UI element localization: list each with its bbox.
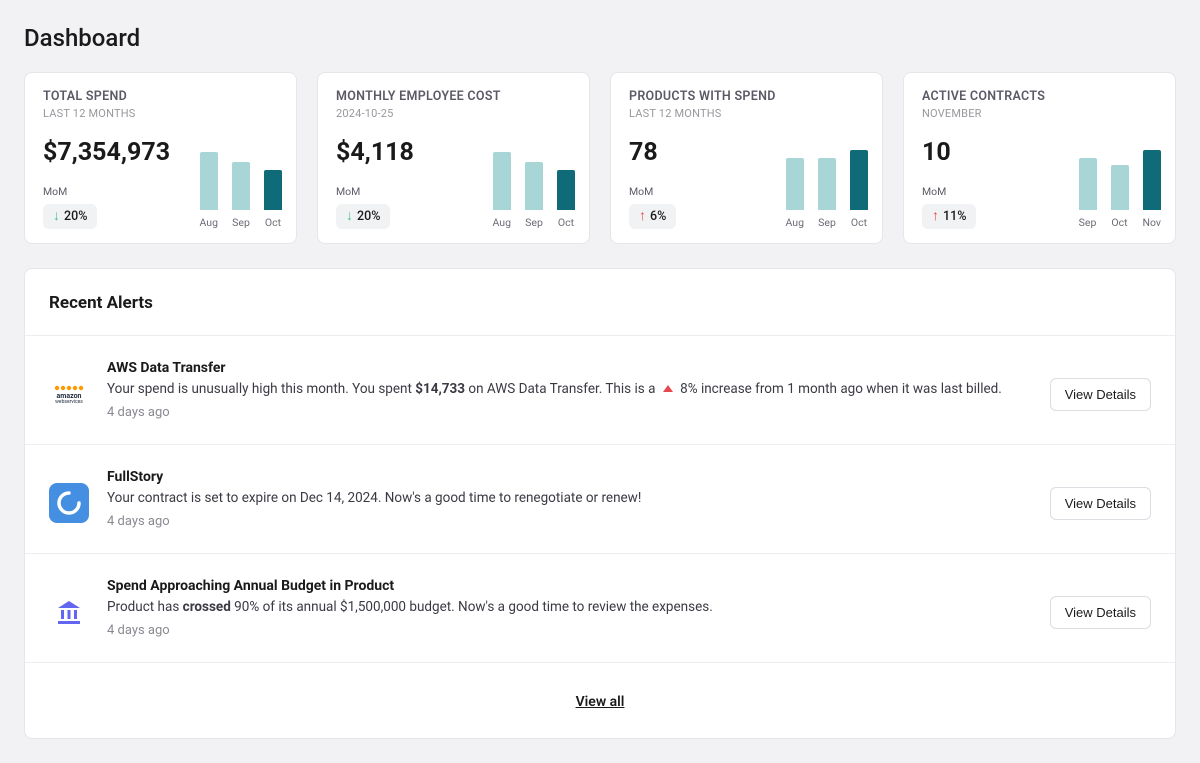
arrow-up-icon: ↑ xyxy=(932,209,939,223)
mini-bar xyxy=(1079,158,1097,210)
mom-chip: ↑ 6% xyxy=(629,204,676,229)
mini-bar-wrap: Oct xyxy=(1111,165,1129,229)
fullstory-icon xyxy=(49,483,89,523)
mini-bar-label: Oct xyxy=(265,216,281,229)
alert-title: FullStory xyxy=(107,469,1032,485)
alert-title: Spend Approaching Annual Budget in Produ… xyxy=(107,578,1032,594)
mini-bar-label: Sep xyxy=(232,216,250,229)
mini-chart: Sep Oct Nov xyxy=(1079,150,1162,229)
mini-bar-label: Sep xyxy=(818,216,836,229)
mini-bar-wrap: Sep xyxy=(818,158,836,229)
stat-subtitle: 2024-10-25 xyxy=(336,107,571,120)
alert-title: AWS Data Transfer xyxy=(107,360,1032,376)
mini-bar xyxy=(264,170,282,210)
mini-bar-wrap: Nov xyxy=(1143,150,1162,229)
view-details-button[interactable]: View Details xyxy=(1050,487,1151,520)
mini-bar xyxy=(493,152,511,210)
alert-row: amazon webservices AWS Data Transfer You… xyxy=(25,336,1175,445)
mini-bar-wrap: Oct xyxy=(557,170,575,229)
mini-chart: Aug Sep Oct xyxy=(493,152,575,229)
mom-chip: ↑ 11% xyxy=(922,204,976,229)
alert-desc: Product has crossed 90% of its annual $1… xyxy=(107,598,1032,617)
mini-bar-wrap: Oct xyxy=(264,170,282,229)
stat-card[interactable]: PRODUCTS WITH SPEND LAST 12 MONTHS 78 Mo… xyxy=(610,72,883,244)
page-title: Dashboard xyxy=(24,24,1176,52)
stat-card[interactable]: TOTAL SPEND LAST 12 MONTHS $7,354,973 Mo… xyxy=(24,72,297,244)
mini-bar-wrap: Aug xyxy=(493,152,511,229)
mini-bar xyxy=(232,162,250,210)
alert-body: Spend Approaching Annual Budget in Produ… xyxy=(107,578,1032,638)
mini-bar-wrap: Oct xyxy=(850,150,868,229)
mini-bar xyxy=(850,150,868,210)
stat-card[interactable]: ACTIVE CONTRACTS NOVEMBER 10 MoM ↑ 11% S… xyxy=(903,72,1176,244)
mini-bar xyxy=(818,158,836,210)
alerts-list: amazon webservices AWS Data Transfer You… xyxy=(25,336,1175,663)
mini-bar-wrap: Sep xyxy=(232,162,250,229)
alert-time: 4 days ago xyxy=(107,514,1032,529)
stat-subtitle: LAST 12 MONTHS xyxy=(43,107,278,120)
arrow-down-icon: ↓ xyxy=(53,209,60,223)
stat-title: MONTHLY EMPLOYEE COST xyxy=(336,89,571,104)
triangle-up-icon xyxy=(663,385,673,392)
alert-row: FullStory Your contract is set to expire… xyxy=(25,445,1175,554)
mini-chart: Aug Sep Oct xyxy=(200,152,282,229)
mini-bar-label: Aug xyxy=(200,216,218,229)
stat-card[interactable]: MONTHLY EMPLOYEE COST 2024-10-25 $4,118 … xyxy=(317,72,590,244)
alerts-title: Recent Alerts xyxy=(25,293,1175,336)
mini-bar xyxy=(1111,165,1129,210)
stat-subtitle: NOVEMBER xyxy=(922,107,1157,120)
mini-bar xyxy=(786,158,804,210)
view-details-button[interactable]: View Details xyxy=(1050,378,1151,411)
alert-time: 4 days ago xyxy=(107,405,1032,420)
alert-desc: Your contract is set to expire on Dec 14… xyxy=(107,489,1032,508)
mini-bar-label: Oct xyxy=(1111,216,1127,229)
mini-bar-label: Oct xyxy=(851,216,867,229)
mini-bar-label: Aug xyxy=(493,216,511,229)
alert-bold: crossed xyxy=(183,599,231,615)
mini-bar xyxy=(525,162,543,210)
dashboard-page: Dashboard TOTAL SPEND LAST 12 MONTHS $7,… xyxy=(0,0,1200,763)
mom-value: 6% xyxy=(650,209,666,224)
mini-bar xyxy=(200,152,218,210)
stat-title: PRODUCTS WITH SPEND xyxy=(629,89,864,104)
view-all-link[interactable]: View all xyxy=(576,694,625,710)
mini-bar xyxy=(557,170,575,210)
arrow-up-icon: ↑ xyxy=(639,209,646,223)
mini-chart: Aug Sep Oct xyxy=(786,150,868,229)
mini-bar-label: Sep xyxy=(1079,216,1097,229)
mini-bar-wrap: Sep xyxy=(1079,158,1097,229)
alerts-panel: Recent Alerts amazon webservices AWS Dat… xyxy=(24,268,1176,739)
mini-bar-label: Sep xyxy=(525,216,543,229)
mom-value: 11% xyxy=(943,209,966,224)
mom-value: 20% xyxy=(357,209,380,224)
mini-bar xyxy=(1143,150,1161,210)
alert-time: 4 days ago xyxy=(107,623,1032,638)
aws-icon: amazon webservices xyxy=(49,374,89,414)
mini-bar-label: Oct xyxy=(558,216,574,229)
alert-body: AWS Data Transfer Your spend is unusuall… xyxy=(107,360,1032,420)
stat-title: ACTIVE CONTRACTS xyxy=(922,89,1157,104)
mom-chip: ↓ 20% xyxy=(336,204,390,229)
mini-bar-wrap: Sep xyxy=(525,162,543,229)
mom-value: 20% xyxy=(64,209,87,224)
arrow-down-icon: ↓ xyxy=(346,209,353,223)
mini-bar-wrap: Aug xyxy=(786,158,804,229)
alert-row: Spend Approaching Annual Budget in Produ… xyxy=(25,554,1175,663)
mom-chip: ↓ 20% xyxy=(43,204,97,229)
alert-amount: $14,733 xyxy=(415,381,465,397)
alert-desc: Your spend is unusually high this month.… xyxy=(107,380,1032,399)
mini-bar-label: Aug xyxy=(786,216,804,229)
mini-bar-wrap: Aug xyxy=(200,152,218,229)
bank-icon xyxy=(49,592,89,632)
mini-bar-label: Nov xyxy=(1143,216,1162,229)
view-all-wrap: View all xyxy=(25,663,1175,738)
stat-subtitle: LAST 12 MONTHS xyxy=(629,107,864,120)
alert-body: FullStory Your contract is set to expire… xyxy=(107,469,1032,529)
stat-title: TOTAL SPEND xyxy=(43,89,278,104)
view-details-button[interactable]: View Details xyxy=(1050,596,1151,629)
stat-cards-row: TOTAL SPEND LAST 12 MONTHS $7,354,973 Mo… xyxy=(24,72,1176,244)
